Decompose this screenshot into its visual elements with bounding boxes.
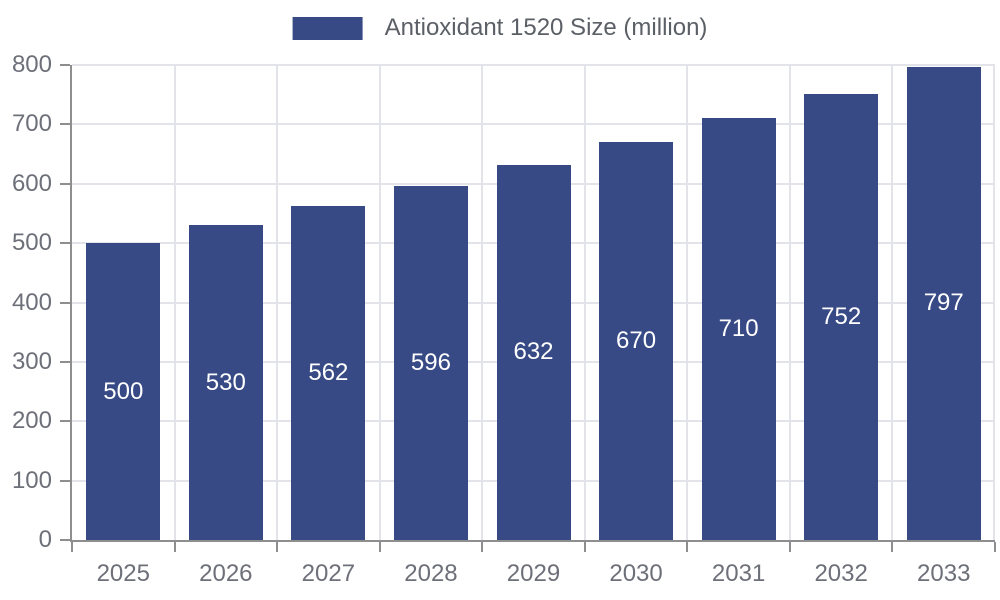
- bar-2026[interactable]: 530: [188, 225, 263, 540]
- bar-value-label: 752: [821, 302, 862, 330]
- gridline-v: [788, 65, 791, 540]
- y-axis-tick: [60, 420, 70, 423]
- x-tick-label-2025: 2025: [96, 560, 150, 587]
- x-tick-label-2029: 2029: [506, 560, 561, 587]
- bar-2029[interactable]: 632: [496, 164, 571, 540]
- x-tick-label-2030: 2030: [609, 560, 663, 587]
- bar-2032[interactable]: 752: [804, 93, 879, 540]
- x-axis-tick: [173, 542, 176, 552]
- gridline-v: [276, 65, 279, 540]
- x-axis-tick: [891, 542, 894, 552]
- gridline-v: [173, 65, 176, 540]
- y-axis-tick: [60, 360, 70, 363]
- bar-value-label: 632: [513, 338, 554, 366]
- x-tick-label-2026: 2026: [199, 560, 253, 587]
- x-axis-tick: [481, 542, 484, 552]
- x-axis-tick: [378, 542, 381, 552]
- plot-area: 500 530 562 596 632 670 710 752 797 0 100 200 300 40…: [12, 53, 996, 586]
- y-axis-tick: [60, 479, 70, 482]
- y-axis-tick: [60, 123, 70, 126]
- x-axis-tick: [276, 542, 279, 552]
- gridline-v: [378, 65, 381, 540]
- x-tick-label-2027: 2027: [301, 560, 356, 587]
- gridline-v: [481, 65, 484, 540]
- bar-2025[interactable]: 500: [86, 243, 161, 540]
- bar-2027[interactable]: 562: [291, 206, 366, 540]
- chart-legend[interactable]: Antioxidant 1520 Size (million): [292, 14, 708, 41]
- gridline-v: [686, 65, 689, 540]
- bar-value-label: 562: [308, 359, 349, 387]
- gridline-v: [891, 65, 894, 540]
- y-tick-label: 400: [11, 288, 52, 316]
- x-axis-tick: [583, 542, 586, 552]
- y-tick-label: 600: [11, 169, 52, 197]
- x-axis-tick: [686, 542, 689, 552]
- gridline-v: [583, 65, 586, 540]
- legend-swatch-icon: [292, 16, 363, 40]
- y-axis-tick: [60, 64, 70, 66]
- gridline-h: [72, 123, 995, 126]
- y-tick-label: 200: [11, 407, 52, 435]
- y-axis-line: [70, 65, 72, 540]
- y-tick-label: 300: [11, 347, 52, 375]
- bar-2028[interactable]: 596: [393, 186, 468, 540]
- x-axis-line: [70, 540, 995, 542]
- x-tick-label-2032: 2032: [814, 560, 868, 587]
- x-tick-label-2031: 2031: [711, 560, 766, 587]
- x-axis-tick: [788, 542, 791, 552]
- bar-value-label: 596: [410, 349, 451, 377]
- x-tick-label-2028: 2028: [404, 560, 458, 587]
- y-tick-label: 100: [11, 466, 52, 494]
- x-axis-tick: [994, 542, 996, 552]
- y-tick-label: 700: [11, 110, 52, 138]
- y-tick-label: 800: [11, 51, 52, 78]
- bar-value-label: 710: [718, 315, 759, 343]
- y-axis-tick: [60, 539, 70, 541]
- bar-2033[interactable]: 797: [906, 66, 981, 540]
- bar-value-label: 670: [616, 327, 657, 355]
- y-axis-tick: [60, 242, 70, 245]
- bar-2030[interactable]: 670: [599, 142, 674, 540]
- bar-value-label: 797: [923, 289, 964, 317]
- y-axis-tick: [60, 301, 70, 304]
- y-axis-tick: [60, 182, 70, 185]
- gridline-h: [72, 64, 995, 66]
- x-tick-label-2033: 2033: [917, 560, 971, 587]
- legend-label: Antioxidant 1520 Size (million): [384, 14, 708, 41]
- y-tick-label: 0: [38, 526, 52, 553]
- gridline-v: [993, 65, 995, 540]
- bar-value-label: 500: [103, 377, 144, 405]
- y-tick-label: 500: [11, 229, 52, 257]
- x-axis-tick: [71, 542, 73, 552]
- bar-value-label: 530: [205, 368, 246, 396]
- bar-2031[interactable]: 710: [701, 118, 776, 540]
